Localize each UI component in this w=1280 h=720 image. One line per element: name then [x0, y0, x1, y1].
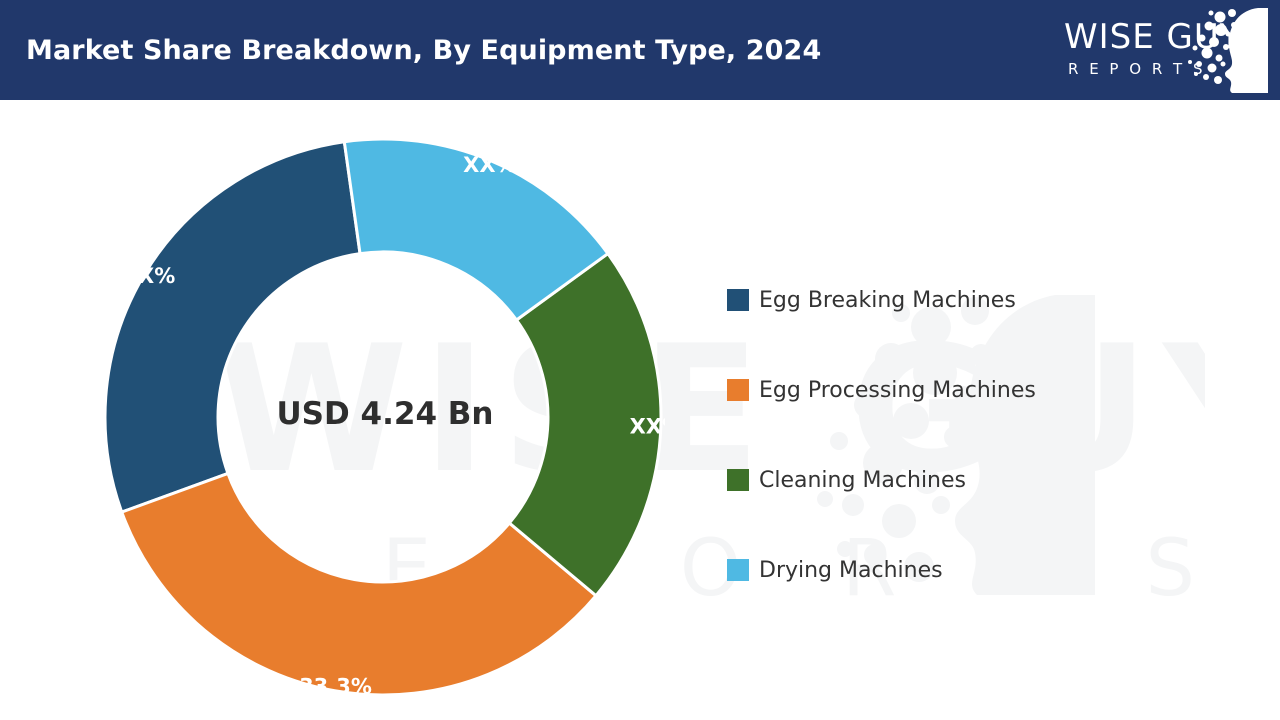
donut-slice-group — [105, 137, 663, 697]
donut-slice-data-label: 33.3% — [299, 674, 372, 698]
donut-chart-svg: XX% 33.3% XX% XX% — [105, 137, 665, 698]
donut-slice[interactable] — [105, 140, 362, 515]
page-header: Market Share Breakdown, By Equipment Typ… — [0, 0, 1280, 100]
donut-slice[interactable] — [342, 137, 611, 323]
legend-swatch-icon — [727, 559, 749, 581]
brand-logo: WISE GUY R E P O R T S — [1062, 4, 1272, 96]
donut-slice[interactable] — [507, 251, 663, 598]
legend-item-label: Drying Machines — [759, 557, 943, 583]
legend-item-egg-breaking-machines[interactable]: Egg Breaking Machines — [727, 255, 1157, 345]
legend-item-label: Cleaning Machines — [759, 467, 967, 493]
donut-slice-label-group: XX% 33.3% XX% XX% — [122, 153, 665, 698]
legend-swatch-icon — [727, 469, 749, 491]
donut-slice-data-label: XX% — [463, 153, 516, 177]
chart-legend: Egg Breaking Machines Egg Processing Mac… — [727, 255, 1157, 615]
chart-canvas: WISE GUY R E P O R T S XX%33.3%XX%XX% — [0, 100, 1280, 720]
legend-item-label: Egg Breaking Machines — [759, 287, 1016, 313]
legend-item-label: Egg Processing Machines — [759, 377, 1036, 403]
donut-slice-data-label: XX% — [630, 415, 665, 439]
donut-chart: XX% 33.3% XX% XX% USD 4.24 Bn — [105, 110, 665, 710]
donut-slice[interactable] — [119, 471, 599, 697]
logo-wordmark-primary: WISE GUY — [1064, 17, 1242, 57]
donut-center-value: USD 4.24 Bn — [276, 396, 494, 432]
page-title: Market Share Breakdown, By Equipment Typ… — [26, 34, 822, 66]
legend-swatch-icon — [727, 379, 749, 401]
logo-svg: WISE GUY R E P O R T S — [1064, 8, 1268, 93]
legend-swatch-icon — [727, 289, 749, 311]
logo-head-profile-icon — [1188, 8, 1268, 93]
legend-item-egg-processing-machines[interactable]: Egg Processing Machines — [727, 345, 1157, 435]
logo-wordmark-secondary: R E P O R T S — [1068, 60, 1205, 78]
donut-slice-data-label: XX% — [122, 264, 175, 288]
legend-item-cleaning-machines[interactable]: Cleaning Machines — [727, 435, 1157, 525]
legend-item-drying-machines[interactable]: Drying Machines — [727, 525, 1157, 615]
